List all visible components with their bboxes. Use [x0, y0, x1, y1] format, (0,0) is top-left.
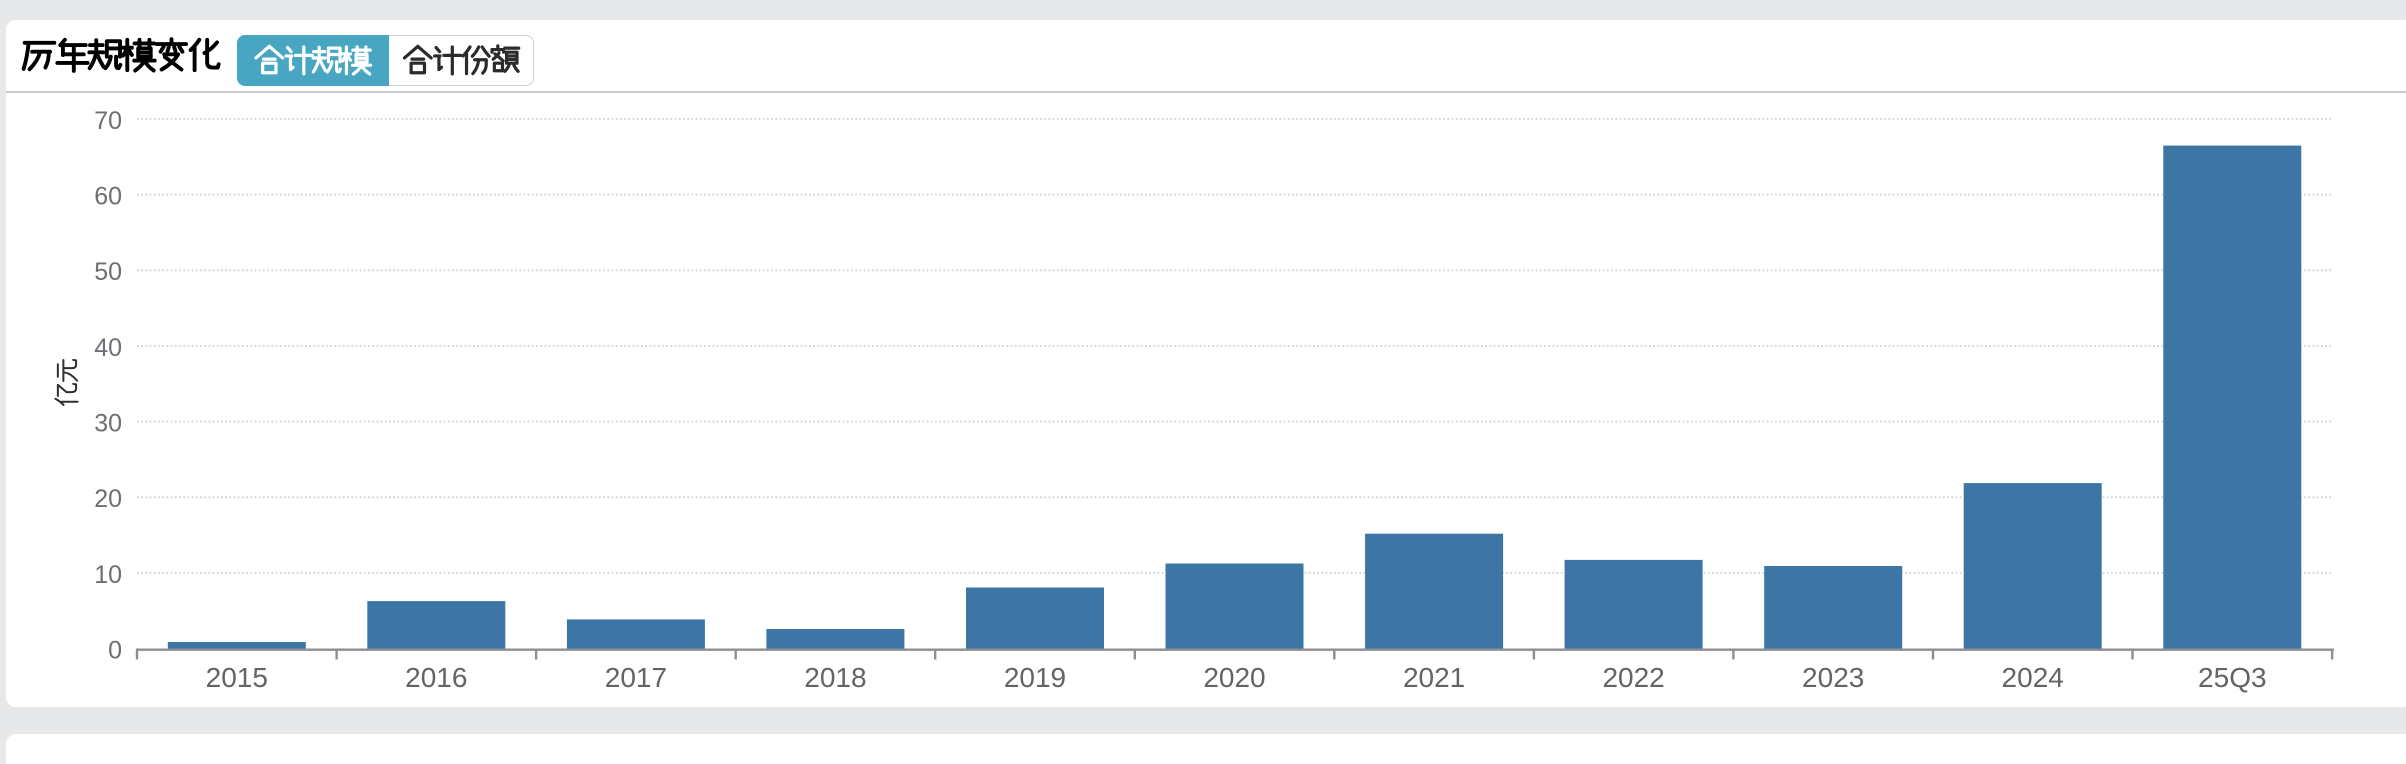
svg-text:2017: 2017: [605, 662, 667, 693]
svg-text:2023: 2023: [1802, 662, 1864, 693]
svg-text:10: 10: [94, 561, 122, 589]
svg-text:2018: 2018: [804, 662, 866, 693]
svg-text:40: 40: [94, 334, 122, 362]
svg-text:0: 0: [108, 637, 122, 665]
svg-text:2020: 2020: [1203, 662, 1265, 693]
svg-text:2021: 2021: [1403, 662, 1465, 693]
svg-text:25Q3: 25Q3: [2198, 662, 2267, 693]
svg-text:60: 60: [94, 183, 122, 211]
svg-text:2015: 2015: [206, 662, 268, 693]
svg-text:20: 20: [94, 485, 122, 513]
svg-text:50: 50: [94, 258, 122, 286]
svg-text:70: 70: [94, 107, 122, 135]
svg-text:2019: 2019: [1004, 662, 1066, 693]
svg-text:2022: 2022: [1602, 662, 1664, 693]
svg-text:30: 30: [94, 410, 122, 438]
svg-text:2016: 2016: [405, 662, 467, 693]
svg-text:2024: 2024: [2002, 662, 2064, 693]
